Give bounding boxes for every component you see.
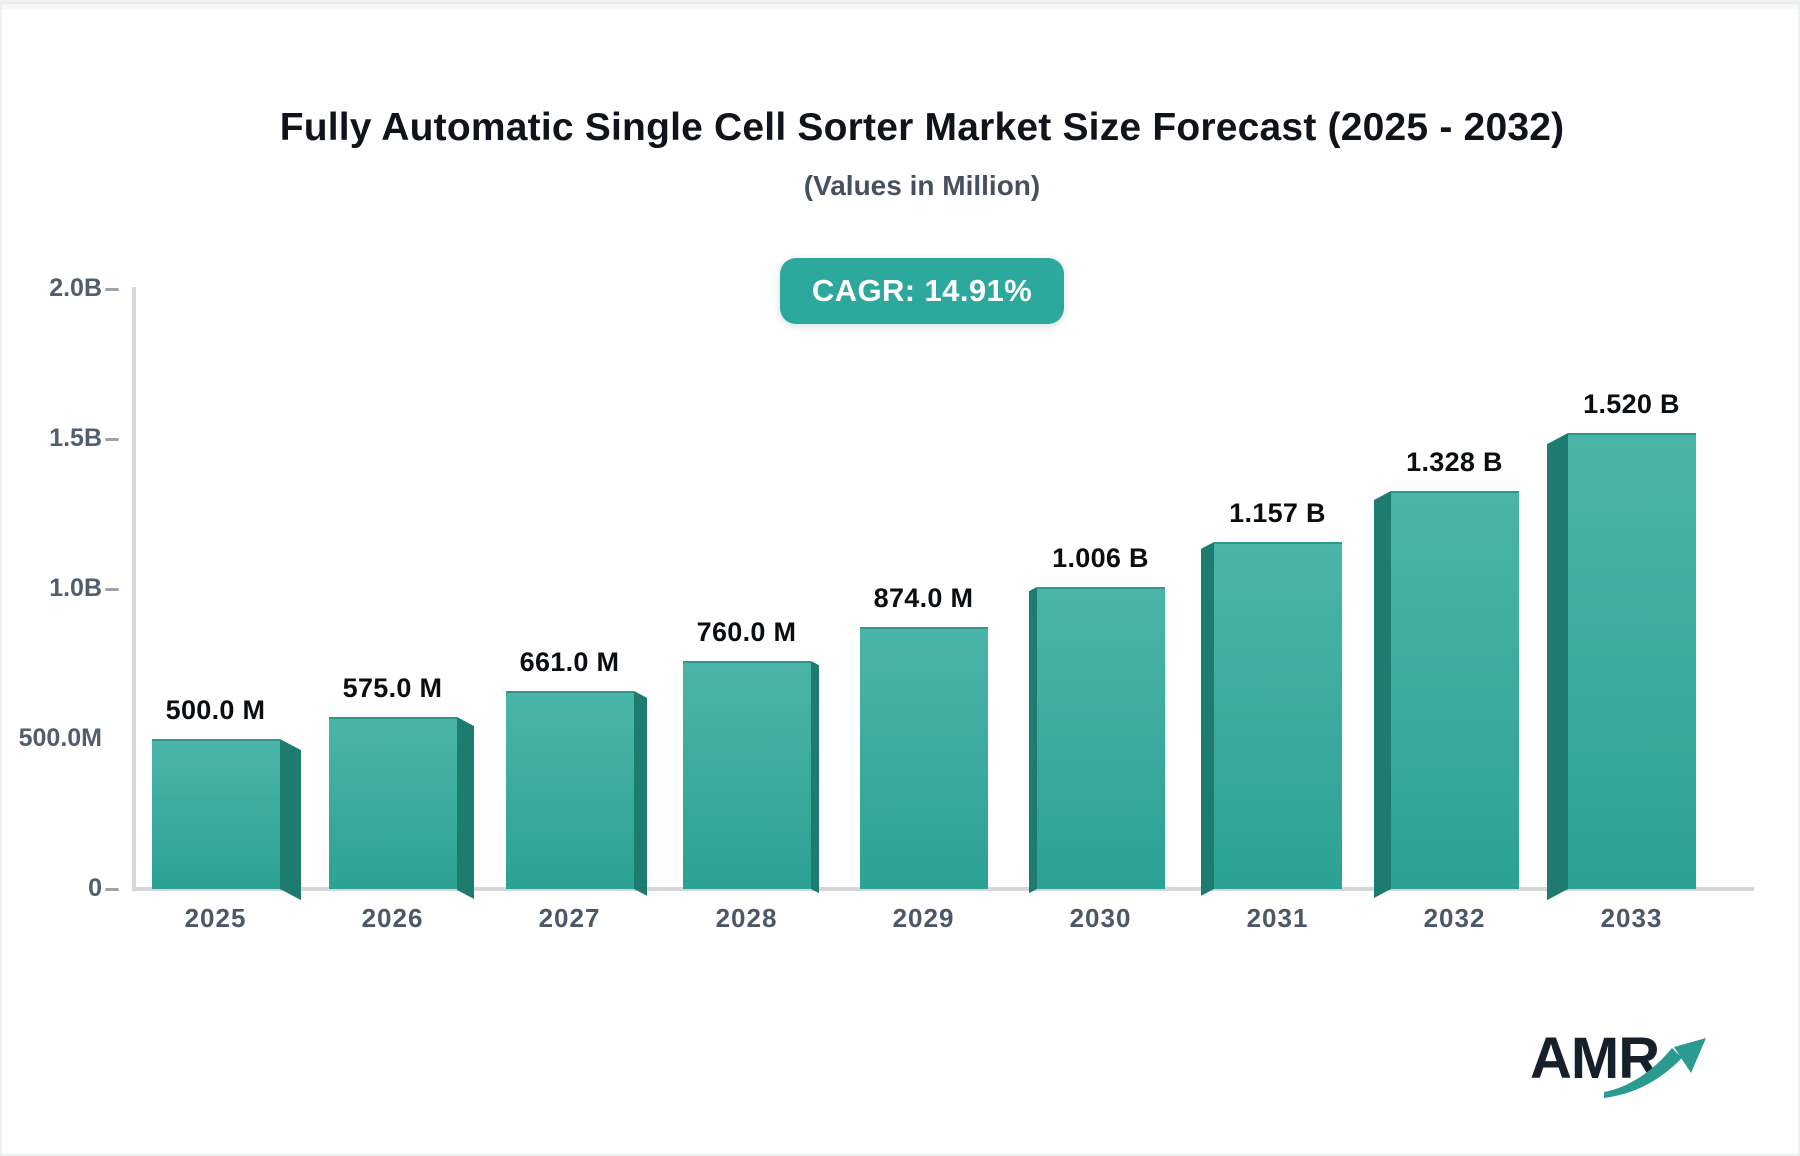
x-axis-label-2026: 2026 [361,903,424,933]
page-subtitle: (Values in Million) [803,170,1041,201]
bar-value-label: 661.0 M [519,646,620,677]
y-axis-tick-label: 1.5B [49,424,102,452]
y-axis-tick-label: 0 [88,874,102,902]
bar-2026[interactable] [328,716,457,889]
bar-2031[interactable] [1213,541,1342,889]
x-axis-label-2027: 2027 [538,903,601,933]
bar-value-label: 1.328 B [1406,446,1503,477]
bar-2027[interactable] [505,690,634,889]
amr-logo: AMR [1530,1030,1730,1110]
bar-value-label: 1.157 B [1229,497,1326,528]
window-top-edge [2,2,1798,9]
bar-value-label: 1.520 B [1583,389,1680,419]
bar-side [1200,541,1214,896]
y-axis-tick-label: 2.0B [49,274,102,302]
bar-side [1546,433,1568,901]
y-axis-tick-dash [105,287,119,291]
bar-2029[interactable] [859,626,988,889]
x-axis-label-2030: 2030 [1069,903,1132,933]
x-axis-label-2028: 2028 [715,903,778,933]
bar-2032[interactable] [1390,490,1519,889]
bar-2030[interactable] [1036,587,1165,889]
bar-value-label: 874.0 M [873,582,974,613]
x-axis-label-2025: 2025 [184,903,247,933]
bar-2028[interactable] [682,661,811,889]
bar-value-label: 760.0 M [696,617,797,647]
y-axis-tick-dash [105,437,119,441]
bar-side [1028,587,1037,894]
x-axis-label-2032: 2032 [1423,903,1486,933]
cagr-badge: CAGR: 14.91% [779,258,1065,324]
bar-side [279,739,301,901]
bar-value-label: 1.006 B [1052,543,1149,574]
bar-side [810,661,819,894]
x-axis-label-2029: 2029 [892,903,955,933]
y-axis-tick-label: 500.0M [18,724,102,752]
bar-side [456,716,474,899]
page-title: Fully Automatic Single Cell Sorter Marke… [279,106,1565,149]
growth-arrow-icon [1604,1038,1706,1098]
bar-value-label: 575.0 M [342,672,443,703]
y-axis-tick-label: 1.0B [49,574,102,602]
y-axis-line [132,287,136,891]
y-axis-tick-dash [105,587,119,591]
amr-logo-text: AMR [1530,1026,1660,1091]
y-axis-tick-dash [105,887,119,891]
bar-side [1373,490,1391,899]
x-axis-label-2033: 2033 [1600,903,1663,933]
bar-side [633,690,647,896]
cagr-badge-row: CAGR: 14.91% [46,258,1798,324]
bar-value-label: 500.0 M [165,695,266,725]
x-axis-label-2031: 2031 [1246,903,1309,933]
bar-2033[interactable] [1567,433,1696,889]
bar-2025[interactable] [151,739,280,889]
